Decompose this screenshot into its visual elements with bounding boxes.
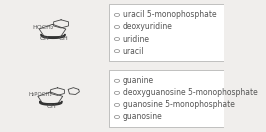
Text: OH: OH	[47, 104, 57, 109]
Circle shape	[114, 103, 120, 107]
Text: H₂POCH₂: H₂POCH₂	[29, 92, 52, 97]
Text: guanosine: guanosine	[123, 112, 162, 121]
Text: uracil: uracil	[123, 47, 144, 56]
Circle shape	[114, 116, 120, 119]
Text: OH: OH	[40, 36, 49, 41]
Text: uridine: uridine	[123, 35, 149, 44]
Circle shape	[114, 25, 120, 29]
Circle shape	[114, 91, 120, 94]
Circle shape	[114, 79, 120, 82]
FancyBboxPatch shape	[109, 4, 224, 61]
Text: guanine: guanine	[123, 76, 154, 85]
Text: HOCH₂: HOCH₂	[32, 25, 54, 30]
Circle shape	[114, 37, 120, 41]
Text: guanosine 5-monophosphate: guanosine 5-monophosphate	[123, 100, 234, 109]
Text: uracil 5-monophosphate: uracil 5-monophosphate	[123, 10, 216, 19]
Circle shape	[114, 50, 120, 53]
Circle shape	[114, 13, 120, 16]
Text: deoxyuridine: deoxyuridine	[123, 22, 172, 31]
Text: OH: OH	[59, 36, 68, 41]
Text: deoxyguanosine 5-monophosphate: deoxyguanosine 5-monophosphate	[123, 88, 257, 97]
FancyBboxPatch shape	[109, 70, 224, 127]
